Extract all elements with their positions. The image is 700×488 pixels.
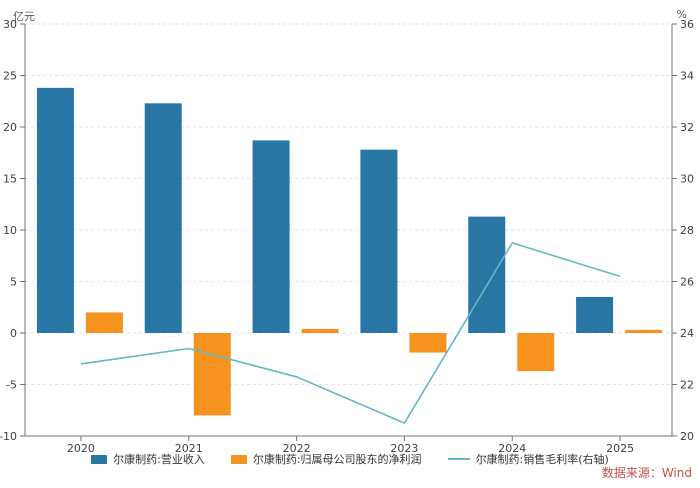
left-axis-tick-label: -5 <box>6 379 17 392</box>
left-axis-tick-label: 25 <box>3 70 17 83</box>
revenue-bar-2023 <box>360 149 398 333</box>
left-axis-tick-label: 5 <box>10 276 17 289</box>
right-axis-tick-label: 32 <box>680 121 694 134</box>
left-axis-tick-label: 20 <box>3 121 17 134</box>
net-profit-swatch-icon <box>230 454 247 464</box>
revenue-bar-2020 <box>36 87 74 333</box>
profit-bar-2025 <box>625 329 663 333</box>
left-axis-unit-label: 亿元 <box>13 10 35 23</box>
legend: 尔康制药:营业收入 尔康制药:归属母公司股东的净利润 尔康制药:销售毛利率(右轴… <box>0 451 700 467</box>
legend-item-gross-margin[interactable]: 尔康制药:销售毛利率(右轴) <box>447 451 609 467</box>
left-axis-tick-label: 30 <box>3 18 17 31</box>
right-axis-tick-label: 20 <box>680 430 694 443</box>
x-axis-year-label: 2022 <box>283 442 311 455</box>
gross-margin-line-swatch-icon <box>447 458 470 460</box>
right-axis-tick-label: 30 <box>680 173 694 186</box>
profit-bar-2020 <box>85 312 123 333</box>
legend-label-net-profit: 尔康制药:归属母公司股东的净利润 <box>252 453 422 466</box>
right-axis-unit-label: % <box>676 8 687 21</box>
x-axis-year-label: 2023 <box>390 442 418 455</box>
profit-bar-2024 <box>517 333 555 372</box>
revenue-bar-2022 <box>252 140 290 333</box>
revenue-bar-2025 <box>576 296 614 333</box>
profit-bar-2021 <box>193 333 231 416</box>
revenue-swatch-icon <box>91 454 108 464</box>
left-axis-tick-label: -10 <box>0 430 17 443</box>
left-axis-tick-label: 15 <box>3 173 17 186</box>
gross-margin-line <box>80 242 621 424</box>
x-axis-year-label: 2025 <box>606 442 634 455</box>
right-axis-tick-label: 36 <box>680 18 694 31</box>
legend-label-revenue: 尔康制药:营业收入 <box>113 453 205 466</box>
profit-bar-2023 <box>409 333 447 353</box>
x-axis-year-label: 2020 <box>67 442 95 455</box>
right-axis-tick-label: 24 <box>680 327 694 340</box>
right-axis-tick-label: 34 <box>680 70 694 83</box>
left-axis-tick-label: 0 <box>10 327 17 340</box>
x-axis-year-label: 2021 <box>175 442 203 455</box>
left-axis-tick-label: 10 <box>3 224 17 237</box>
right-axis-tick-label: 22 <box>680 379 694 392</box>
legend-label-gross-margin: 尔康制药:销售毛利率(右轴) <box>475 453 609 466</box>
data-source-label: 数据来源：Wind <box>601 466 692 480</box>
legend-item-net-profit[interactable]: 尔康制药:归属母公司股东的净利润 <box>230 451 422 467</box>
right-axis-tick-label: 26 <box>680 276 694 289</box>
revenue-bar-2021 <box>144 103 182 333</box>
right-axis-tick-label: 28 <box>680 224 694 237</box>
x-axis-year-label: 2024 <box>498 442 526 455</box>
revenue-bar-2024 <box>468 216 506 333</box>
profit-bar-2022 <box>301 328 339 333</box>
legend-item-revenue[interactable]: 尔康制药:营业收入 <box>91 451 205 467</box>
